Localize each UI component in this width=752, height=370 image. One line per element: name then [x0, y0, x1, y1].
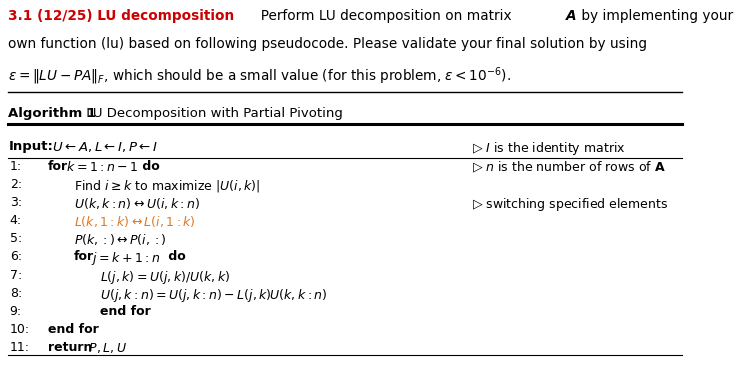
Text: 3.1 (12/25) LU decomposition: 3.1 (12/25) LU decomposition	[8, 9, 235, 23]
Text: $P, L, U$: $P, L, U$	[84, 341, 127, 355]
Text: by implementing your: by implementing your	[577, 9, 732, 23]
Text: $L(j, k) = U(j, k)/U(k, k)$: $L(j, k) = U(j, k)/U(k, k)$	[100, 269, 230, 286]
Text: $U(k, k : n) \leftrightarrow U(i, k : n)$: $U(k, k : n) \leftrightarrow U(i, k : n)…	[74, 196, 200, 211]
Text: own function (lu) based on following pseudocode. Please validate your final solu: own function (lu) based on following pse…	[8, 37, 647, 51]
Text: for: for	[74, 250, 94, 263]
Text: Input:: Input:	[8, 140, 53, 153]
Text: 7:: 7:	[10, 269, 22, 282]
Text: $L(k, 1 : k) \leftrightarrow L(i, 1 : k)$: $L(k, 1 : k) \leftrightarrow L(i, 1 : k)…	[74, 214, 196, 229]
Text: LU Decomposition with Partial Pivoting: LU Decomposition with Partial Pivoting	[83, 107, 344, 120]
Text: Find $i \geq k$ to maximize $|U(i, k)|$: Find $i \geq k$ to maximize $|U(i, k)|$	[74, 178, 261, 194]
Text: 8:: 8:	[10, 287, 22, 300]
Text: 1:: 1:	[10, 160, 22, 173]
Text: do: do	[138, 160, 159, 173]
Text: $\epsilon = \|LU - PA\|_F$, which should be a small value (for this problem, $\e: $\epsilon = \|LU - PA\|_F$, which should…	[8, 66, 511, 87]
Text: $P(k, :) \leftrightarrow P(i, :)$: $P(k, :) \leftrightarrow P(i, :)$	[74, 232, 167, 248]
Text: end for: end for	[100, 305, 151, 318]
Text: $\triangleright$ $I$ is the identity matrix: $\triangleright$ $I$ is the identity mat…	[472, 140, 626, 157]
Text: return: return	[48, 341, 92, 354]
Text: Perform LU decomposition on matrix: Perform LU decomposition on matrix	[252, 9, 516, 23]
Text: Algorithm 1: Algorithm 1	[8, 107, 96, 120]
Text: $\triangleright$ $n$ is the number of rows of $\mathbf{A}$: $\triangleright$ $n$ is the number of ro…	[472, 160, 666, 175]
Text: 10:: 10:	[10, 323, 30, 336]
Text: 11:: 11:	[10, 341, 29, 354]
Text: $j = k + 1 : n$: $j = k + 1 : n$	[89, 250, 161, 268]
Text: 9:: 9:	[10, 305, 22, 318]
Text: 2:: 2:	[10, 178, 22, 191]
Text: 3:: 3:	[10, 196, 22, 209]
Text: $U(j, k : n) = U(j, k : n) - L(j, k)U(k, k : n)$: $U(j, k : n) = U(j, k : n) - L(j, k)U(k,…	[100, 287, 328, 304]
Text: A: A	[566, 9, 577, 23]
Text: 5:: 5:	[10, 232, 22, 245]
Text: $U \leftarrow A, L \leftarrow I, P \leftarrow I$: $U \leftarrow A, L \leftarrow I, P \left…	[48, 140, 159, 154]
Text: end for: end for	[48, 323, 99, 336]
Text: 6:: 6:	[10, 250, 22, 263]
Text: do: do	[164, 250, 186, 263]
Text: 4:: 4:	[10, 214, 22, 227]
Text: $k = 1 : n - 1$: $k = 1 : n - 1$	[63, 160, 139, 174]
Text: for: for	[48, 160, 68, 173]
Text: $\triangleright$ switching specified elements: $\triangleright$ switching specified ele…	[472, 196, 669, 213]
